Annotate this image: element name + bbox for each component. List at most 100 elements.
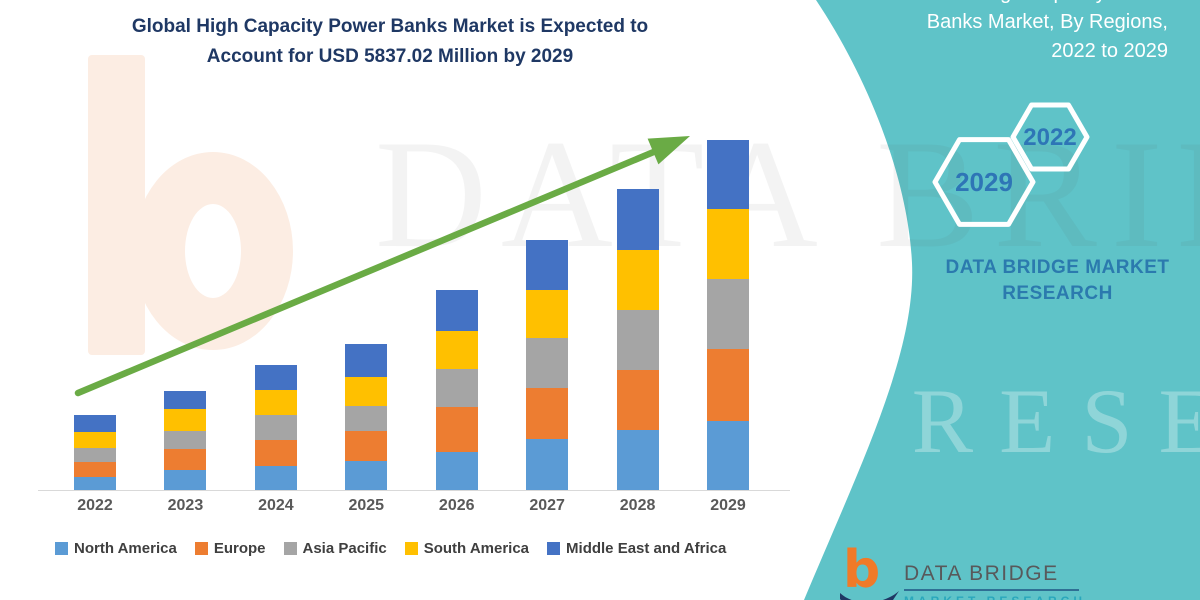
legend-item: North America [55, 540, 177, 557]
footer-logo-text: DATA BRIDGE MARKET RESEARCH [904, 554, 1086, 600]
bar-segment-europe [707, 349, 749, 422]
bar-segment-north-america [707, 421, 749, 490]
logo-b-glyph: b [843, 540, 881, 600]
trend-arrow-head [647, 136, 690, 165]
x-axis-label-2026: 2026 [438, 497, 475, 514]
bar-segment-north-america [74, 477, 116, 490]
bar-segment-europe [616, 370, 659, 431]
plot-area [55, 110, 780, 490]
chart-title-line2: Account for USD 5837.02 Million by 2029 [206, 46, 574, 67]
hexagon-2022-label: 2022 [1023, 124, 1076, 151]
bar-segment-asia-pacific [345, 406, 388, 431]
data-bridge-logo-icon: b [840, 540, 899, 600]
bar-segment-asia-pacific [164, 431, 207, 450]
bar-2029 [707, 140, 749, 490]
bar-segment-middle-east-and-africa [164, 391, 207, 410]
bar-segment-asia-pacific [74, 448, 116, 463]
bar-segment-asia-pacific [435, 368, 478, 407]
x-axis-label-2029: 2029 [710, 497, 746, 514]
footer-brand-subtitle: MARKET RESEARCH [904, 594, 1086, 600]
bar-segment-asia-pacific [616, 310, 659, 371]
x-axis-label-2028: 2028 [619, 497, 656, 514]
side-panel-shape [804, 0, 1200, 600]
bar-segment-asia-pacific [254, 415, 297, 440]
bar-segment-europe [74, 462, 116, 478]
footer-brand-name: DATA BRIDGE [904, 562, 1059, 585]
panel-heading-line2: Banks Market, By Regions, [926, 11, 1168, 33]
bar-2022 [74, 415, 116, 490]
bar-2028 [616, 189, 659, 490]
footer-logo: b DATA BRIDGE MARKET RESEARCH [840, 540, 1086, 600]
bar-segment-middle-east-and-africa [616, 189, 659, 251]
x-axis-label-2027: 2027 [529, 497, 565, 514]
bar-segment-asia-pacific [526, 338, 569, 389]
bar-segment-north-america [616, 430, 659, 490]
legend-swatch [194, 542, 208, 555]
bar-2023 [164, 391, 207, 490]
bar-segment-north-america [435, 451, 478, 490]
trend-arrow-line [74, 147, 660, 397]
bar-segment-europe [526, 388, 569, 440]
legend-swatch [547, 542, 561, 555]
bar-segment-north-america [254, 466, 297, 490]
panel-heading: Global High Capacity Power Banks Market,… [918, 0, 1168, 66]
legend-label: North America [74, 540, 177, 557]
legend-item: South America [404, 540, 530, 557]
bar-segment-south-america [164, 409, 207, 432]
bar-segment-europe [254, 439, 297, 467]
x-axis-line [38, 490, 790, 491]
bar-segment-middle-east-and-africa [254, 365, 297, 391]
bar-segment-north-america [526, 439, 569, 490]
bar-segment-middle-east-and-africa [435, 289, 478, 331]
hexagon-2022 [1010, 102, 1090, 172]
hexagon-2029-label: 2029 [955, 167, 1013, 197]
bar-segment-asia-pacific [707, 278, 749, 350]
bar-segment-north-america [164, 470, 207, 490]
chart-title: Global High Capacity Power Banks Market … [55, 12, 725, 72]
footer-brand-rule [904, 589, 1079, 591]
watermark-text-secondary: MARKET RESEARCH [320, 370, 1200, 472]
bar-segment-middle-east-and-africa [707, 140, 749, 209]
panel-brand-text: DATA BRIDGE MARKET RESEARCH [940, 255, 1175, 307]
x-axis-label-2023: 2023 [167, 497, 204, 514]
legend: North America Europe Asia Pacific South Ame… [55, 540, 726, 557]
legend-label: South America [423, 540, 530, 557]
bar-segment-middle-east-and-africa [345, 344, 388, 377]
panel-brand-line1: DATA BRIDGE MARKET [945, 257, 1170, 278]
legend-swatch [404, 542, 418, 555]
bar-segment-south-america [707, 208, 749, 279]
bar-segment-south-america [254, 390, 297, 416]
bar-2025 [345, 344, 388, 490]
bar-2026 [435, 289, 478, 490]
logo-swoosh-icon [840, 591, 899, 600]
bar-segment-south-america [616, 250, 659, 311]
watermark-logo-bowl [133, 152, 293, 350]
legend-item: Asia Pacific [283, 540, 387, 557]
x-axis-label-2025: 2025 [348, 497, 385, 514]
watermark-text-primary: DATA BRIDGE [375, 108, 1200, 280]
x-axis-label-2022: 2022 [77, 497, 113, 514]
x-axis-label-2024: 2024 [258, 497, 294, 514]
bar-segment-south-america [435, 330, 478, 369]
legend-label: Asia Pacific [302, 540, 387, 557]
watermark-logo-stem [88, 55, 145, 355]
bar-segment-south-america [526, 290, 569, 339]
legend-swatch [283, 542, 297, 555]
hexagon-2029 [932, 137, 1036, 227]
legend-item: Middle East and Africa [547, 540, 726, 557]
bar-segment-middle-east-and-africa [526, 240, 569, 291]
bar-segment-north-america [345, 460, 388, 490]
bar-2027 [526, 240, 569, 490]
legend-swatch [55, 542, 68, 555]
chart-title-line1: Global High Capacity Power Banks Market … [131, 16, 649, 37]
panel-heading-line1: Global High Capacity Power [918, 0, 1168, 8]
panel-brand-line2: RESEARCH [1002, 283, 1113, 304]
legend-item: Europe [194, 540, 266, 557]
legend-label: Middle East and Africa [566, 540, 727, 557]
legend-label: Europe [213, 540, 266, 557]
bar-segment-europe [164, 449, 207, 471]
